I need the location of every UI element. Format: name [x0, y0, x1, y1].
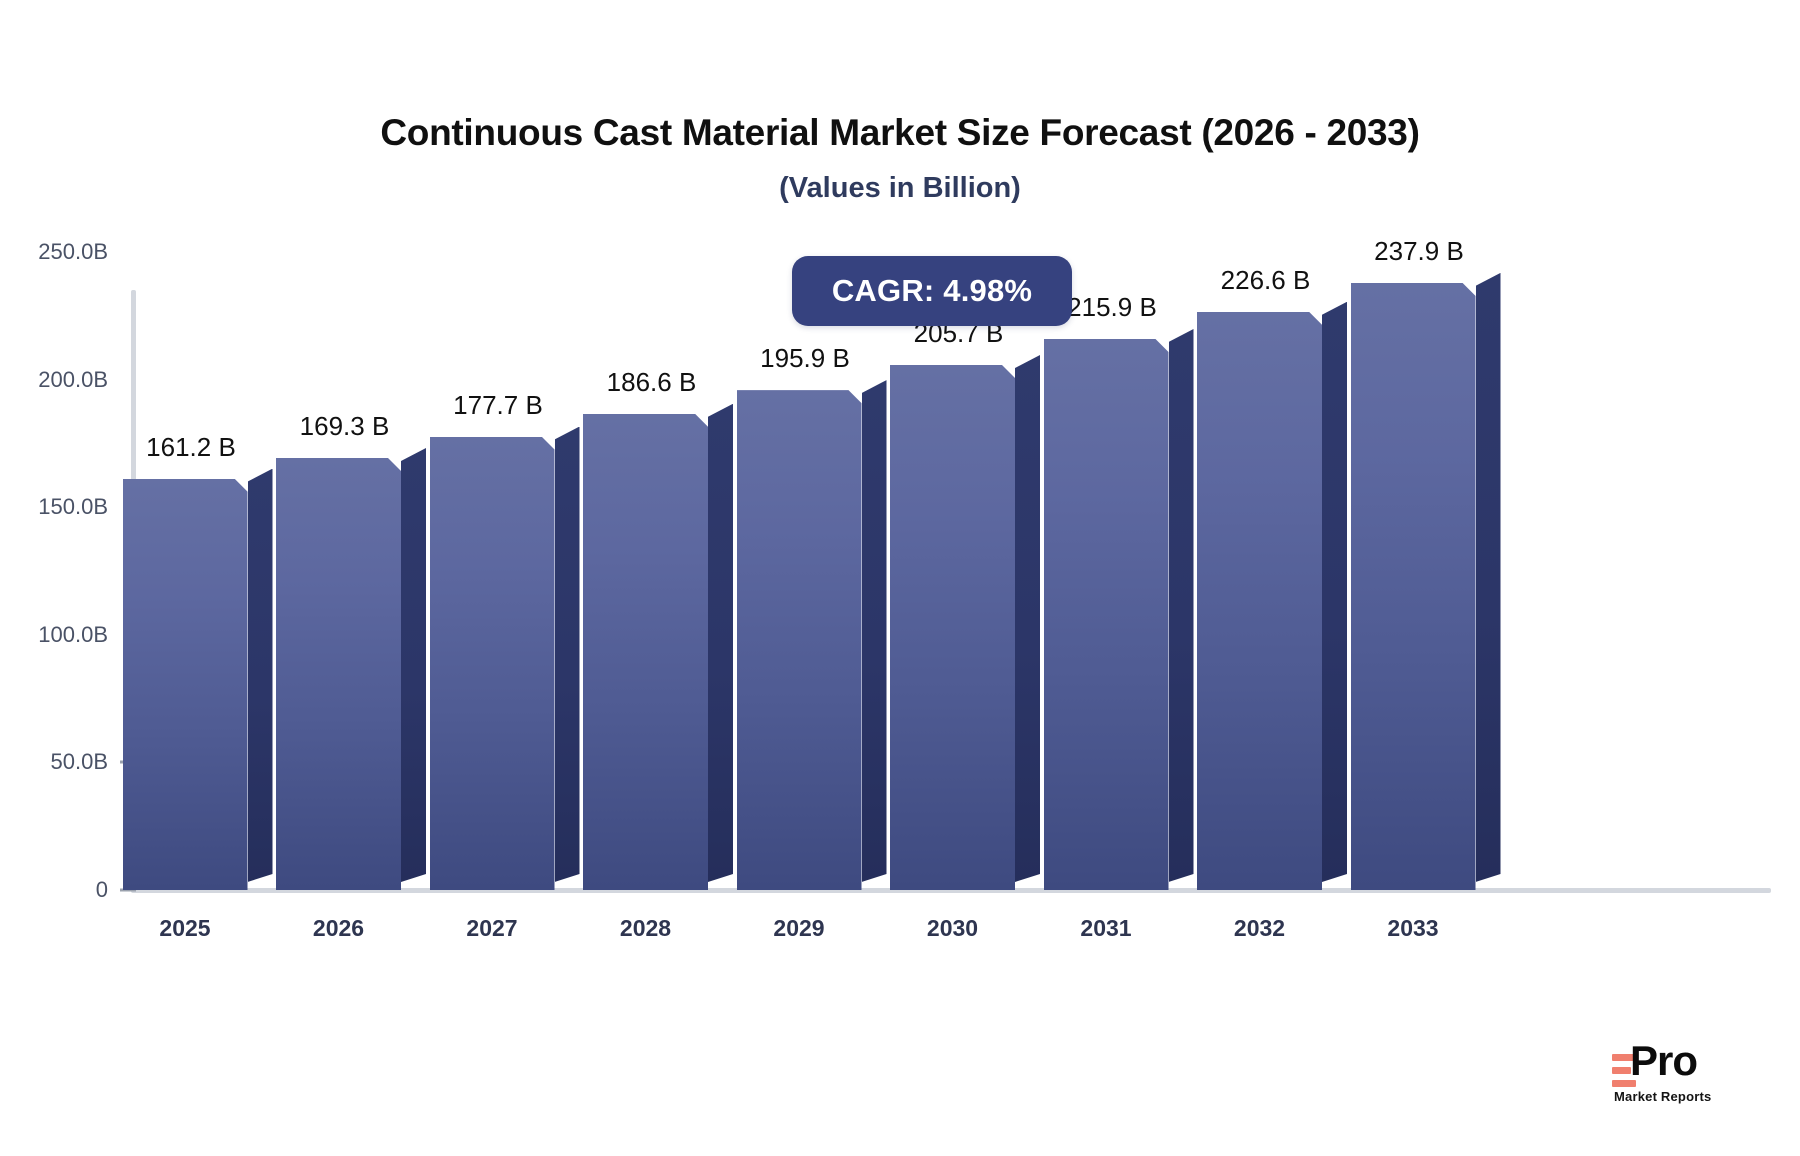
bar-side-panel — [862, 380, 887, 882]
bar-2025[interactable] — [123, 469, 273, 890]
bar-value-label: 177.7 B — [453, 389, 543, 420]
bar-face — [1351, 283, 1476, 890]
x-tick-label: 2033 — [1387, 915, 1439, 941]
bar-face — [276, 458, 401, 890]
bar-side-panel — [401, 448, 426, 882]
bar-value-label: 226.6 B — [1220, 264, 1311, 295]
bar-2027[interactable] — [430, 427, 580, 890]
bar-face — [583, 414, 708, 890]
y-tick-label: 200.0B — [38, 366, 108, 392]
x-tick-label: 2030 — [926, 915, 979, 941]
bar-2031[interactable] — [1044, 329, 1194, 890]
bar-face — [430, 437, 555, 890]
pro-market-reports-logo: Pro Market Reports — [1612, 1040, 1784, 1118]
x-tick-label: 2026 — [312, 915, 365, 941]
bar-side-panel — [248, 469, 273, 882]
y-tick-mark — [120, 888, 136, 892]
bar-value-label: 195.9 B — [760, 343, 850, 374]
bar-face — [1197, 312, 1322, 890]
logo-bar-2 — [1612, 1067, 1631, 1074]
bar-value-label: 161.2 B — [146, 431, 236, 462]
x-tick-label: 2025 — [159, 915, 211, 941]
x-tick-label: 2032 — [1233, 915, 1286, 941]
logo-bars-icon — [1612, 1052, 1636, 1092]
bar-2033[interactable] — [1351, 273, 1501, 890]
x-tick-label: 2027 — [466, 915, 518, 941]
bar-face — [123, 479, 248, 890]
bar-side-panel — [555, 427, 580, 882]
bar-2029[interactable] — [737, 380, 887, 890]
bar-2028[interactable] — [583, 404, 733, 890]
bar-value-label: 169.3 B — [299, 410, 390, 441]
x-tick-label: 2028 — [619, 915, 672, 941]
bar-face — [737, 390, 862, 890]
bar-face — [1044, 339, 1169, 890]
bar-2030[interactable] — [890, 355, 1040, 890]
x-axis-line — [131, 888, 1771, 893]
x-tick-label: 2031 — [1080, 915, 1132, 941]
bar-face — [890, 365, 1015, 890]
cagr-badge: CAGR: 4.98% — [792, 256, 1072, 326]
bar-side-panel — [1476, 273, 1501, 882]
bar-value-label: 215.9 B — [1067, 292, 1157, 323]
bar-2026[interactable] — [276, 448, 426, 890]
bar-2032[interactable] — [1197, 302, 1347, 890]
chart-title: Continuous Cast Material Market Size For… — [380, 112, 1420, 153]
bar-side-panel — [1322, 302, 1347, 882]
y-tick-label: 100.0B — [38, 621, 108, 647]
y-tick-label: 0 — [95, 877, 108, 902]
bar-side-panel — [1015, 355, 1040, 882]
cagr-badge-label: CAGR: 4.98% — [831, 273, 1033, 308]
logo-bar-3 — [1612, 1080, 1636, 1087]
x-tick-label: 2029 — [773, 915, 825, 941]
chart-subtitle: (Values in Billion) — [779, 172, 1021, 204]
y-tick-label: 50.0B — [50, 749, 109, 775]
y-tick-label: 250.0B — [38, 239, 108, 264]
bar-value-label: 186.6 B — [606, 366, 697, 397]
logo-word: Pro — [1630, 1037, 1698, 1084]
logo-tagline: Market Reports — [1614, 1089, 1712, 1104]
bar-value-label: 237.9 B — [1374, 235, 1464, 266]
y-tick-label: 150.0B — [38, 494, 108, 520]
bar-side-panel — [708, 404, 733, 882]
logo-bar-1 — [1612, 1054, 1636, 1061]
bar-side-panel — [1169, 329, 1194, 882]
